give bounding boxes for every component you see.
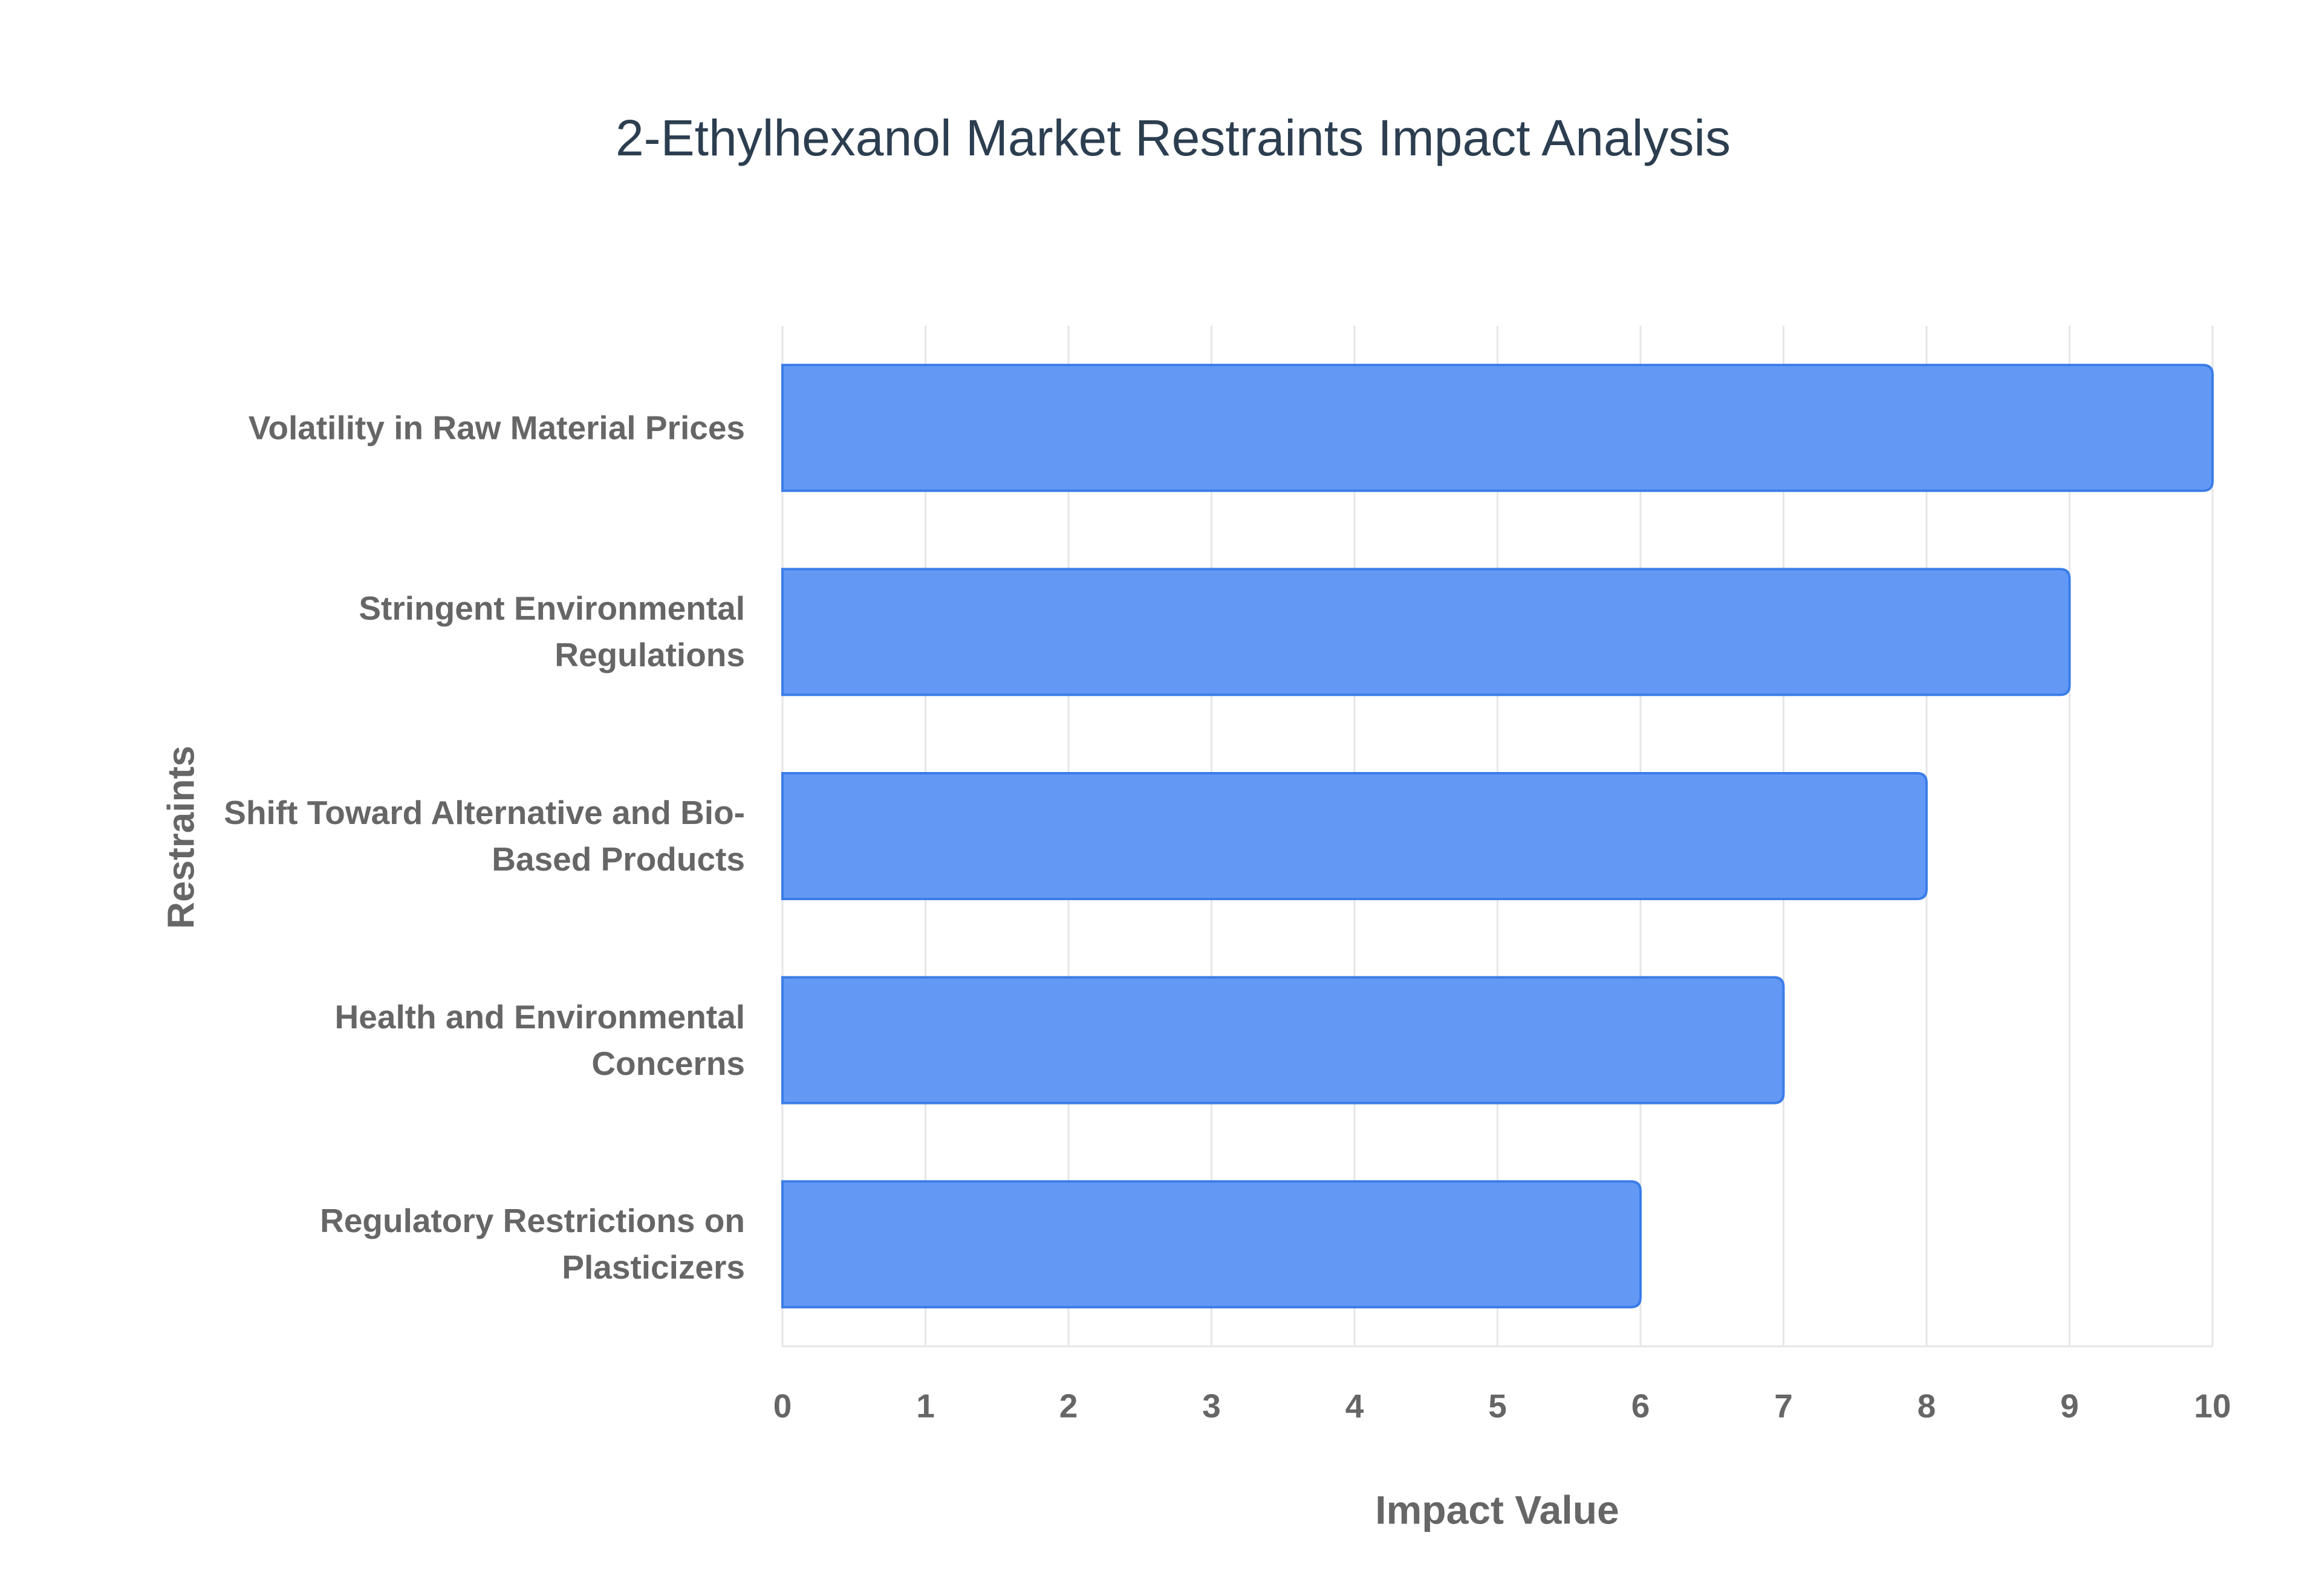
x-tick-label: 2 bbox=[1059, 1387, 1078, 1425]
x-tick-label: 9 bbox=[2060, 1387, 2079, 1425]
y-tick-label: Health and Environmental Concerns bbox=[334, 997, 745, 1082]
y-tick-label: Regulatory Restrictions on Plasticizers bbox=[320, 1202, 745, 1286]
x-tick-label: 7 bbox=[1774, 1387, 1793, 1425]
y-tick-label: Shift Toward Alternative and Bio-Based P… bbox=[224, 794, 745, 878]
x-axis-title: Impact Value bbox=[1375, 1487, 1619, 1532]
bar bbox=[781, 1180, 1642, 1309]
bar bbox=[781, 976, 1785, 1105]
x-tick-label: 6 bbox=[1631, 1387, 1650, 1425]
x-tick-label: 8 bbox=[1917, 1387, 1936, 1425]
x-tick-label: 4 bbox=[1345, 1387, 1364, 1425]
bar bbox=[781, 772, 1928, 900]
x-tick-label: 3 bbox=[1202, 1387, 1221, 1425]
bar bbox=[781, 568, 2071, 696]
y-tick-label: Volatility in Raw Material Prices bbox=[248, 409, 745, 447]
x-tick-label: 10 bbox=[2194, 1387, 2231, 1425]
y-tick-label: Stringent Environmental Regulations bbox=[359, 589, 745, 674]
x-tick-label: 1 bbox=[916, 1387, 935, 1425]
y-axis-title: Restraints bbox=[160, 745, 202, 929]
x-tick-label: 5 bbox=[1488, 1387, 1507, 1425]
chart-title: 2-Ethylhexanol Market Restraints Impact … bbox=[616, 109, 1731, 166]
bar bbox=[781, 363, 2214, 492]
x-tick-label: 0 bbox=[773, 1387, 792, 1425]
